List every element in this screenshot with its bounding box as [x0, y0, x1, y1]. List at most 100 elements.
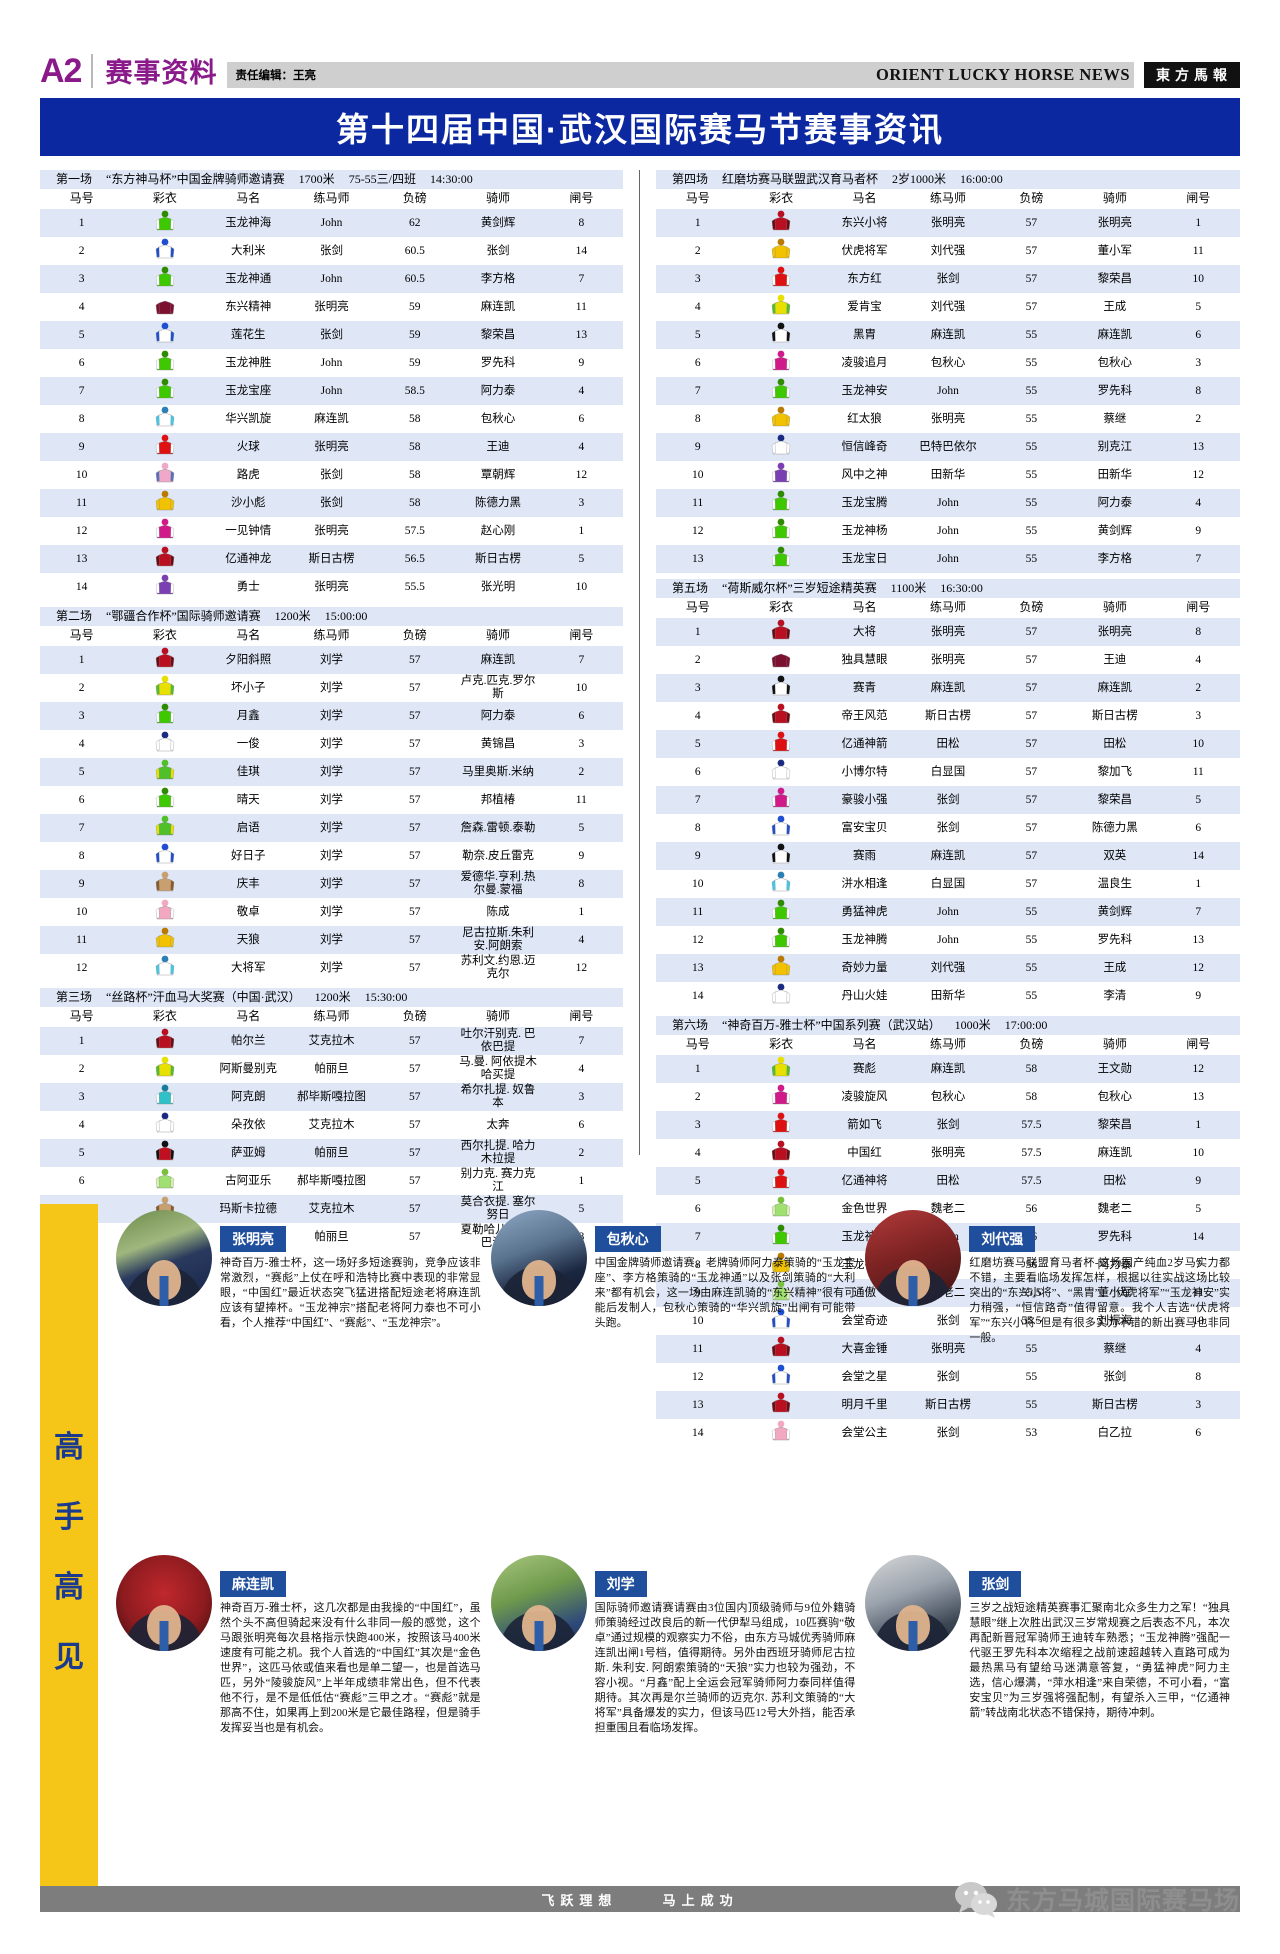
table-row[interactable]: 1 东兴小将 张明亮 57 张明亮 1 — [656, 209, 1240, 237]
table-row[interactable]: 2 阿斯曼别克 帕丽旦 57 马.曼. 阿依提木 哈买提 4 — [40, 1055, 623, 1083]
cell-weight: 57 — [373, 1167, 457, 1195]
table-row[interactable]: 6 玉龙神胜 John 59 罗先科 9 — [40, 349, 623, 377]
table-row[interactable]: 13 玉龙宝日 John 55 李方格 7 — [656, 545, 1240, 573]
col-header-horse: 马名 — [206, 626, 290, 646]
table-row[interactable]: 7 玉龙宝座 John 58.5 阿力泰 4 — [40, 377, 623, 405]
cell-jockey: 蔡继 — [1073, 1335, 1157, 1363]
table-row[interactable]: 9 恒信峰奇 巴特巴依尔 55 别克江 13 — [656, 433, 1240, 461]
cell-horse: 玉龙神胜 — [206, 349, 290, 377]
table-row[interactable]: 5 黑胄 麻连凯 55 麻连凯 6 — [656, 321, 1240, 349]
cell-horse: 箭如飞 — [822, 1111, 907, 1139]
cell-gate: 1 — [1156, 209, 1240, 237]
table-row[interactable]: 3 箭如飞 张剑 57.5 黎荣昌 1 — [656, 1111, 1240, 1139]
cell-num: 12 — [656, 517, 740, 545]
table-row[interactable]: 5 亿通神将 田松 57.5 田松 9 — [656, 1167, 1240, 1195]
cell-trainer: 刘代强 — [906, 954, 990, 982]
table-row[interactable]: 6 凌骏追月 包秋心 55 包秋心 3 — [656, 349, 1240, 377]
cell-num: 7 — [656, 786, 740, 814]
cell-jockey: 詹森.雷顿.泰勒 — [456, 814, 540, 842]
table-row[interactable]: 10 洴水相逢 白显国 57 温良生 1 — [656, 870, 1240, 898]
col-header-weight: 负磅 — [989, 189, 1074, 209]
table-row[interactable]: 3 阿克朗 郝毕斯嘎拉图 57 希尔扎提. 奴鲁本 3 — [40, 1083, 623, 1111]
table-row[interactable]: 3 月鑫 刘学 57 阿力泰 6 — [40, 702, 623, 730]
cell-gate: 14 — [539, 237, 623, 265]
table-row[interactable]: 10 敬卓 刘学 57 陈成 1 — [40, 898, 623, 926]
table-row[interactable]: 1 玉龙神海 John 62 黄剑辉 8 — [40, 209, 623, 237]
cell-weight: 57 — [373, 1111, 457, 1139]
table-row[interactable]: 14 会堂公主 张剑 53 白乙拉 6 — [656, 1419, 1240, 1447]
table-row[interactable]: 9 赛雨 麻连凯 57 双英 14 — [656, 842, 1240, 870]
table-row[interactable]: 2 大利米 张剑 60.5 张剑 14 — [40, 237, 623, 265]
table-row[interactable]: 14 勇士 张明亮 55.5 张光明 10 — [40, 573, 623, 601]
table-row[interactable]: 1 夕阳斜照 刘学 57 麻连凯 7 — [40, 646, 623, 674]
table-row[interactable]: 5 莲花生 张剑 59 黎荣昌 13 — [40, 321, 623, 349]
table-row[interactable]: 7 启语 刘学 57 詹森.雷顿.泰勒 5 — [40, 814, 623, 842]
table-row[interactable]: 5 亿通神箭 田松 57 田松 10 — [656, 730, 1240, 758]
cell-horse: 风中之神 — [822, 461, 907, 489]
table-row[interactable]: 9 庆丰 刘学 57 爱德华.亨利.热尔曼.蒙福 8 — [40, 870, 623, 898]
table-row[interactable]: 6 古阿亚乐 郝毕斯嘎拉图 57 别力克. 赛力克江 1 — [40, 1167, 623, 1195]
table-row[interactable]: 12 一见钟情 张明亮 57.5 赵心刚 1 — [40, 517, 623, 545]
table-row[interactable]: 11 玉龙宝腾 John 55 阿力泰 4 — [656, 489, 1240, 517]
table-row[interactable]: 2 凌骏旋风 包秋心 58 包秋心 13 — [656, 1083, 1240, 1111]
table-row[interactable]: 7 豪骏小强 张剑 57 黎荣昌 5 — [656, 786, 1240, 814]
table-row[interactable]: 4 朵孜依 艾克拉木 57 太奔 6 — [40, 1111, 623, 1139]
cell-horse: 沙小彪 — [206, 489, 290, 517]
cell-jockey: 吐尔汗别克. 巴依巴提 — [456, 1027, 540, 1055]
table-row[interactable]: 12 会堂之星 张剑 55 张剑 8 — [656, 1363, 1240, 1391]
table-row[interactable]: 13 奇妙力量 刘代强 55 王成 12 — [656, 954, 1240, 982]
table-row[interactable]: 11 勇猛神虎 John 55 黄剑辉 7 — [656, 898, 1240, 926]
table-row[interactable]: 3 玉龙神通 John 60.5 李方格 7 — [40, 265, 623, 293]
table-row[interactable]: 2 伏虎将军 刘代强 57 董小军 11 — [656, 237, 1240, 265]
table-row[interactable]: 1 赛彪 麻连凯 58 王文勋 12 — [656, 1055, 1240, 1083]
table-row[interactable]: 8 华兴凯旋 麻连凯 58 包秋心 6 — [40, 405, 623, 433]
table-row[interactable]: 12 大将军 刘学 57 苏利文.约恩.迈克尔 12 — [40, 954, 623, 982]
table-row[interactable]: 12 玉龙神杨 John 55 黄剑辉 9 — [656, 517, 1240, 545]
table-row[interactable]: 6 小博尔特 白显国 57 黎加飞 11 — [656, 758, 1240, 786]
cell-gate: 3 — [539, 489, 623, 517]
table-row[interactable]: 4 爱肯宝 刘代强 57 王成 5 — [656, 293, 1240, 321]
table-row[interactable]: 8 好日子 刘学 57 勒奈.皮丘雷克 9 — [40, 842, 623, 870]
cell-gate: 4 — [539, 1055, 623, 1083]
table-row[interactable]: 10 路虎 张剑 58 覃朝辉 12 — [40, 461, 623, 489]
table-row[interactable]: 12 玉龙神腾 John 55 罗先科 13 — [656, 926, 1240, 954]
table-row[interactable]: 10 风中之神 田新华 55 田新华 12 — [656, 461, 1240, 489]
table-row[interactable]: 13 亿通神龙 斯日古楞 56.5 斯日古楞 5 — [40, 545, 623, 573]
cell-gate: 10 — [1156, 1139, 1240, 1167]
table-row[interactable]: 4 帝王风范 斯日古楞 57 斯日古楞 3 — [656, 702, 1240, 730]
table-row[interactable]: 3 赛青 麻连凯 57 麻连凯 2 — [656, 674, 1240, 702]
table-row[interactable]: 6 金色世界 魏老二 56 魏老二 5 — [656, 1195, 1240, 1223]
cell-num: 3 — [40, 702, 124, 730]
table-row[interactable]: 3 东方红 张剑 57 黎荣昌 10 — [656, 265, 1240, 293]
cell-num: 14 — [40, 573, 124, 601]
table-row[interactable]: 1 大将 张明亮 57 张明亮 8 — [656, 618, 1240, 646]
table-row[interactable]: 7 玉龙神安 John 55 罗先科 8 — [656, 377, 1240, 405]
table-row[interactable]: 9 火球 张明亮 58 王迪 4 — [40, 433, 623, 461]
table-row[interactable]: 5 萨亚姆 帕丽旦 57 西尔扎提. 哈力木拉提 2 — [40, 1139, 623, 1167]
table-row[interactable]: 13 明月千里 斯日古楞 55 斯日古楞 3 — [656, 1391, 1240, 1419]
expert-card: 包秋心 中国金牌骑师邀请赛，老牌骑师阿力泰策骑的“玉龙宝座”、李方格策骑的“玉龙神… — [490, 1204, 866, 1376]
table-row[interactable]: 4 一俊 刘学 57 黄锦昌 3 — [40, 730, 623, 758]
table-row[interactable]: 11 大喜金锤 张明亮 55 蔡继 4 — [656, 1335, 1240, 1363]
table-row[interactable]: 4 东兴精神 张明亮 59 麻连凯 11 — [40, 293, 623, 321]
race-meta: 第四场 — [672, 172, 709, 186]
table-row[interactable]: 6 晴天 刘学 57 邦植椿 11 — [40, 786, 623, 814]
cell-jockey: 陈成 — [456, 898, 540, 926]
table-row[interactable]: 8 富安宝贝 张剑 57 陈德力黑 6 — [656, 814, 1240, 842]
table-row[interactable]: 11 天狼 刘学 57 尼古拉斯.朱利安.阿朗索 4 — [40, 926, 623, 954]
table-row[interactable]: 5 佳琪 刘学 57 马里奥斯.米纳 2 — [40, 758, 623, 786]
table-row[interactable]: 11 沙小彪 张剑 58 陈德力黑 3 — [40, 489, 623, 517]
table-row[interactable]: 14 丹山火娃 田新华 55 李清 9 — [656, 982, 1240, 1010]
section-title: 赛事资料 — [105, 58, 218, 88]
cell-silk — [739, 702, 823, 730]
table-row[interactable]: 2 坏小子 刘学 57 卢克.匹克.罗尔斯 10 — [40, 674, 623, 702]
table-row[interactable]: 8 红太狼 张明亮 55 蔡继 2 — [656, 405, 1240, 433]
table-row[interactable]: 10 会堂奇迹 张剑 55.5 刘振海 10 — [656, 1307, 1240, 1335]
cell-silk — [739, 461, 823, 489]
cell-jockey: 李方格 — [1073, 545, 1157, 573]
table-row[interactable]: 2 独具慧眼 张明亮 57 王迪 4 — [656, 646, 1240, 674]
table-row[interactable]: 1 帕尔兰 艾克拉木 57 吐尔汗别克. 巴依巴提 7 — [40, 1027, 623, 1055]
table-row[interactable]: 4 中国红 张明亮 57.5 麻连凯 10 — [656, 1139, 1240, 1167]
expert-card: 麻连凯 神奇百万-雅士杯，这几次都是由我操的“中国红”，虽然个头不高但骑起来没有什… — [116, 1549, 491, 1734]
